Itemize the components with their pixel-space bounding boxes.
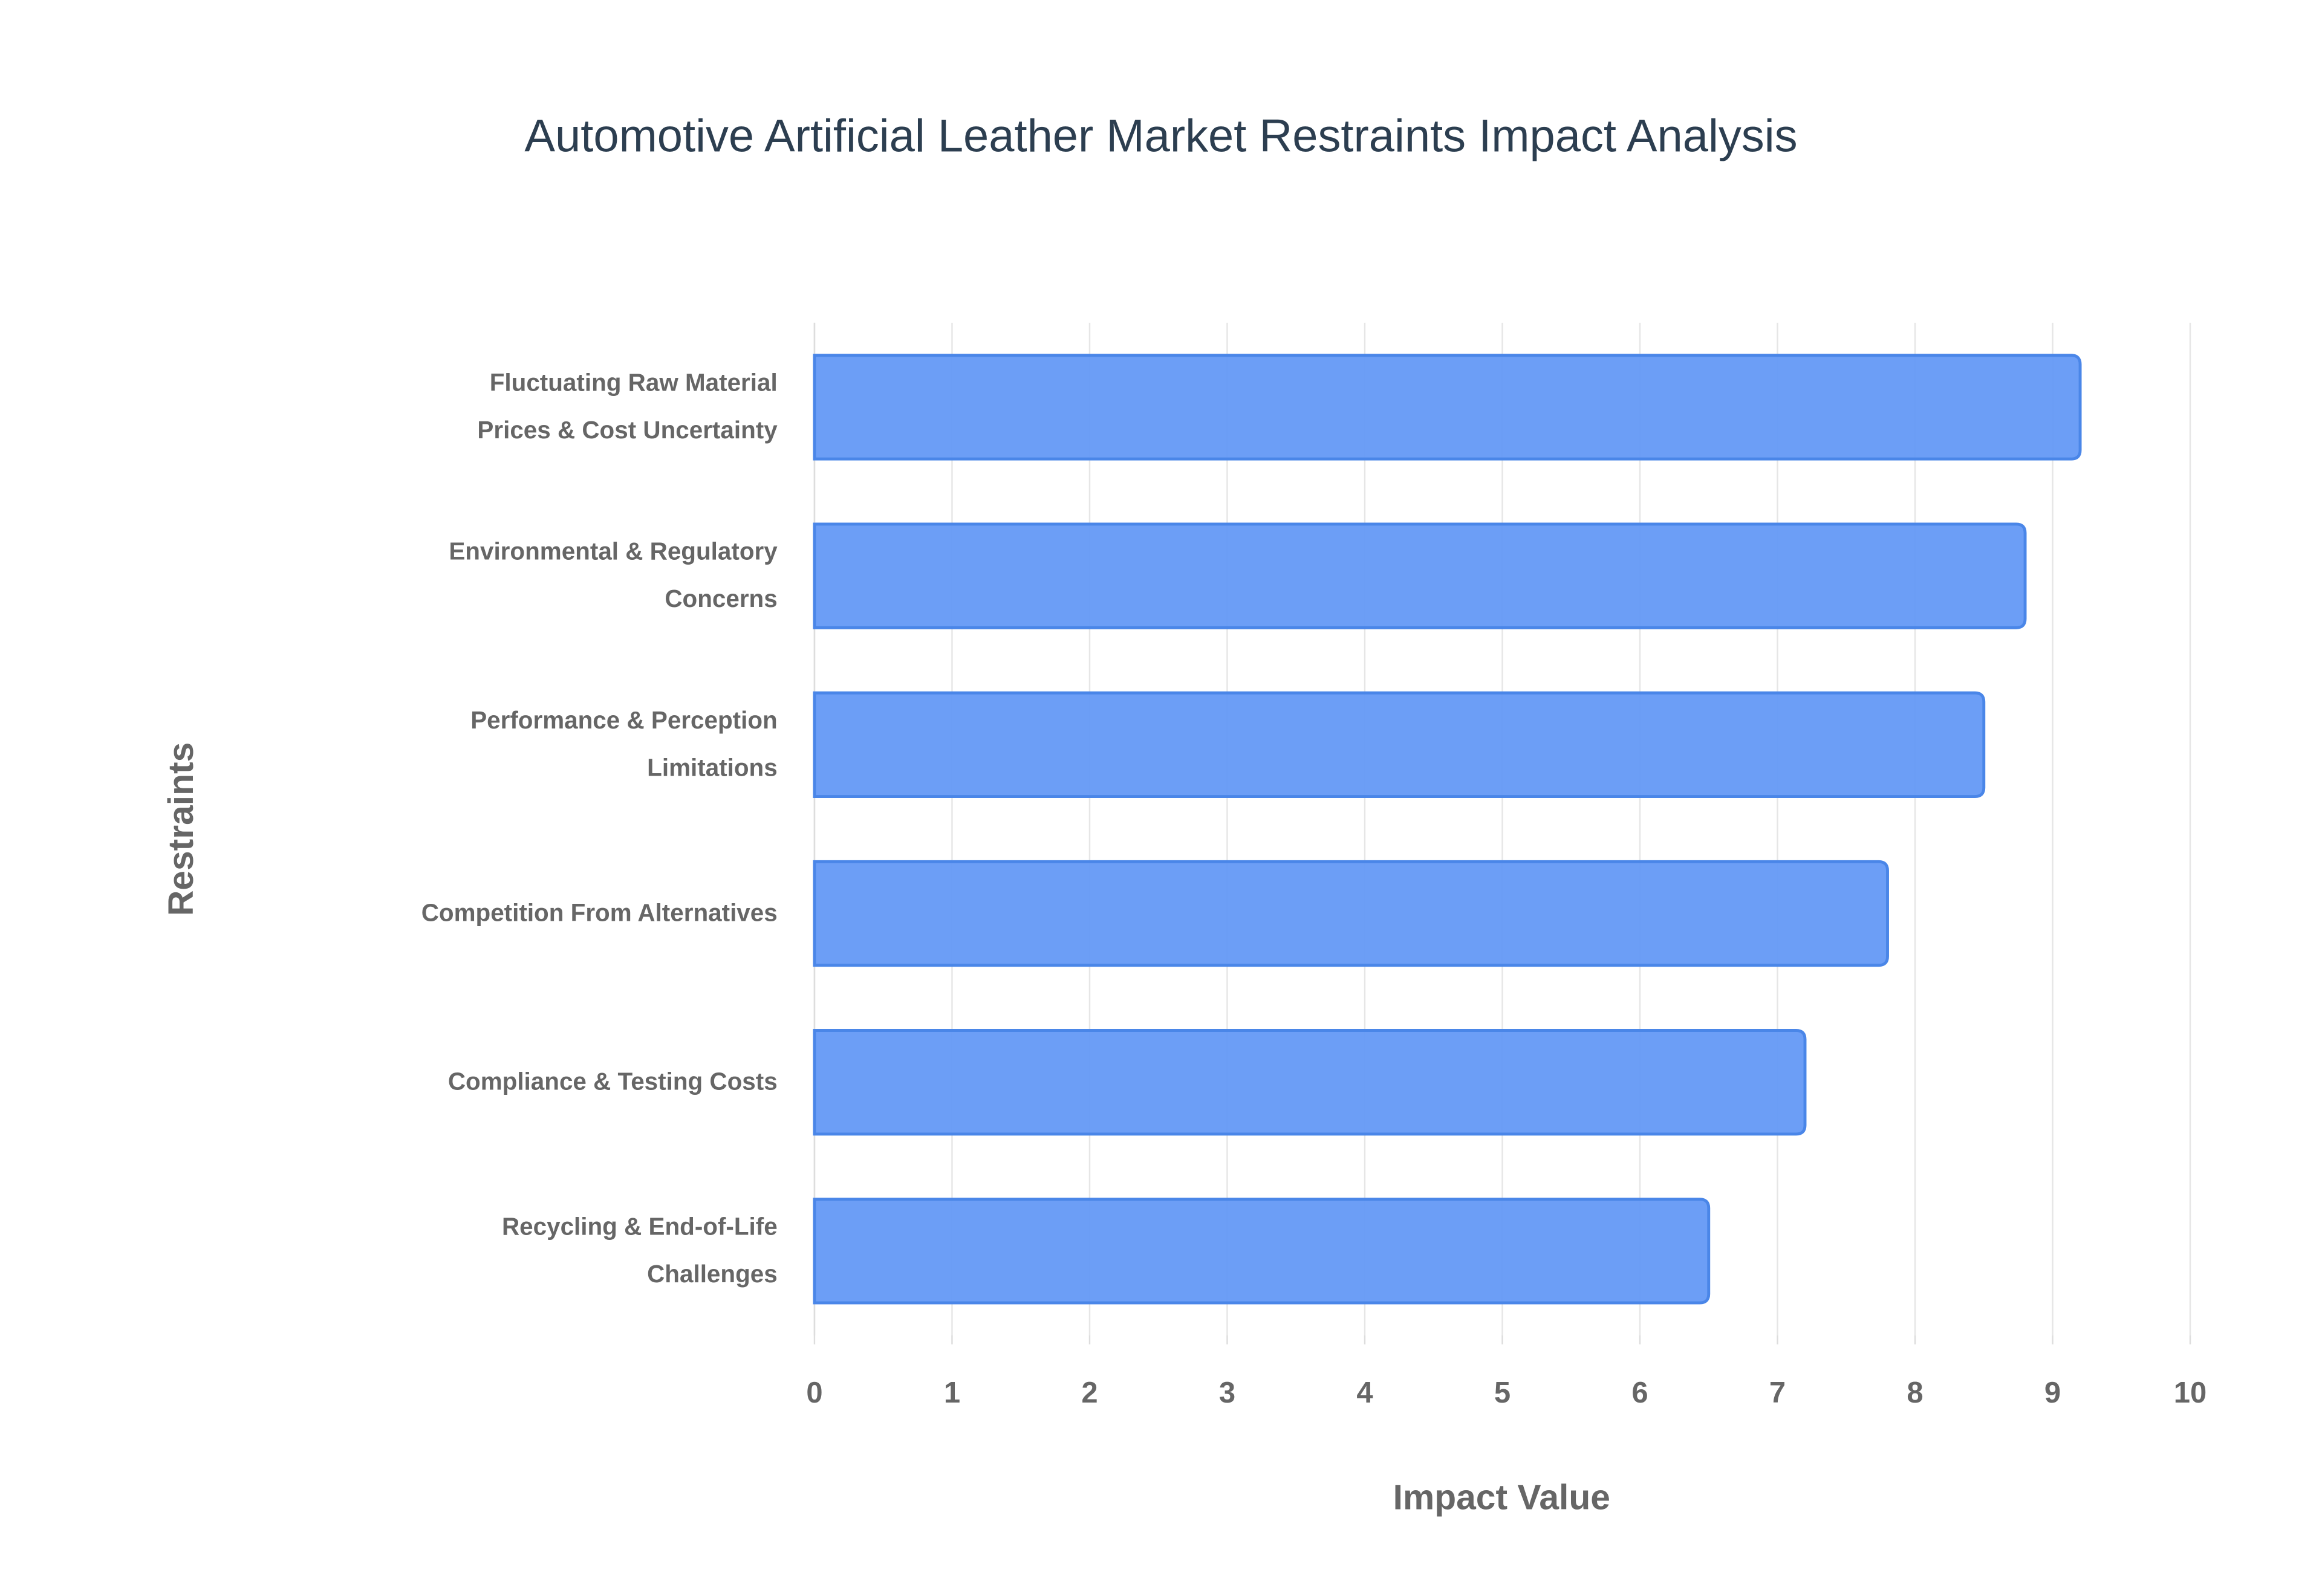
bar [813, 1198, 1711, 1305]
bar [813, 860, 1889, 967]
x-axis-title: Impact Value [1393, 1478, 1610, 1517]
bar [813, 354, 2082, 461]
y-tick-label: Fluctuating Raw Material Prices & Cost U… [477, 370, 778, 444]
x-tick-label: 4 [1356, 1377, 1373, 1409]
y-tick-label: Recycling & End-of-Life Challenges [501, 1214, 778, 1288]
bar [813, 1029, 1807, 1136]
bar [813, 691, 1986, 799]
x-tick-label: 2 [1081, 1377, 1098, 1409]
chart-title: Automotive Artificial Leather Market Res… [524, 110, 1797, 161]
x-tick-label: 9 [2044, 1377, 2061, 1409]
x-tick-label: 10 [2174, 1377, 2207, 1409]
y-tick-label: Performance & Perception Limitations [470, 707, 778, 782]
y-axis-title: Restraints [161, 742, 201, 916]
y-tick-label: Compliance & Testing Costs [447, 1069, 778, 1096]
x-tick-label: 7 [1769, 1377, 1786, 1409]
x-tick-label: 6 [1631, 1377, 1648, 1409]
y-tick-label: Competition From Alternatives [421, 900, 778, 927]
x-tick-label: 3 [1219, 1377, 1235, 1409]
y-tick-label: Environmental & Regulatory Concerns [449, 539, 778, 613]
x-tick-label: 8 [1907, 1377, 1923, 1409]
x-tick-label: 1 [944, 1377, 960, 1409]
bar [813, 522, 2027, 629]
x-tick-label: 0 [806, 1377, 822, 1409]
x-tick-label: 5 [1494, 1377, 1511, 1409]
